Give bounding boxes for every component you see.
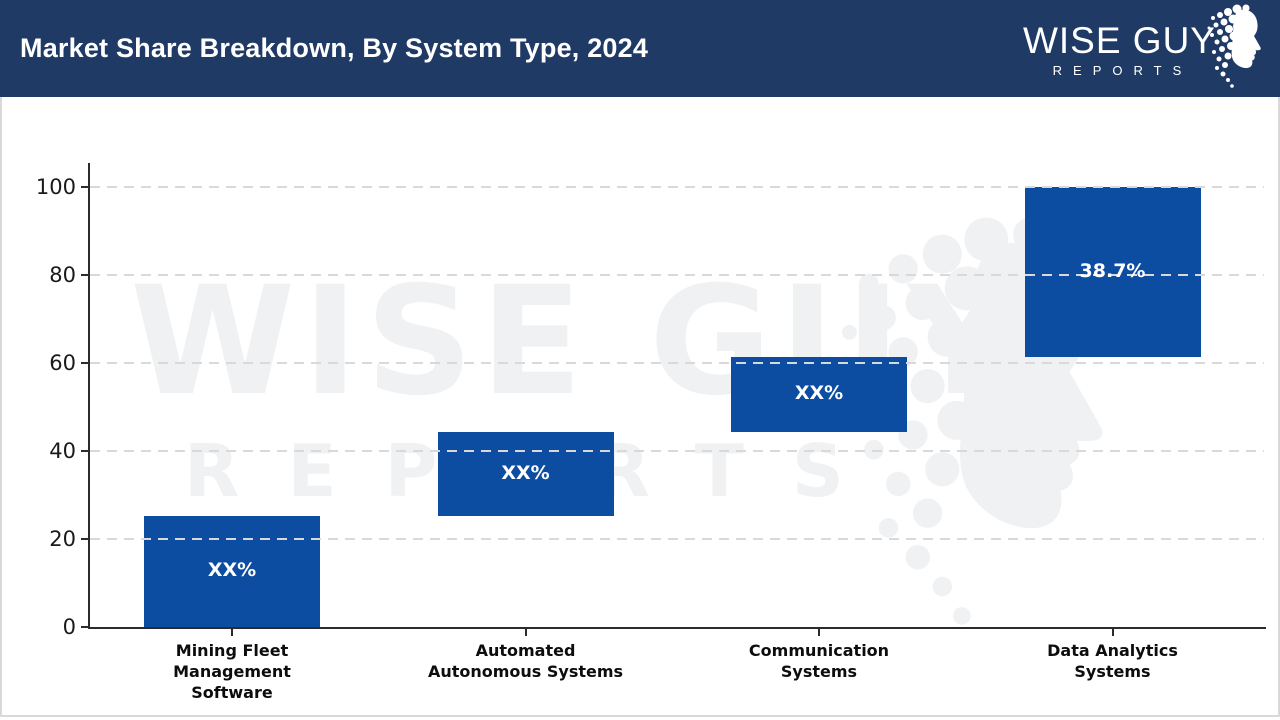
x-tick xyxy=(1111,629,1114,636)
bar-value-label: XX% xyxy=(207,559,257,582)
page-title: Market Share Breakdown, By System Type, … xyxy=(20,33,649,63)
y-gridline xyxy=(90,538,1264,540)
bar-segment xyxy=(731,357,907,432)
bar-segment xyxy=(1024,187,1201,358)
x-category-label: Data Analytics Systems xyxy=(1047,641,1178,681)
brand-logo: WISE GUY REPORTS xyxy=(1023,4,1268,94)
y-gridline xyxy=(90,274,1264,276)
chart-area: WISE GUY REPORTS XX%XX%XX%38.7%020406080… xyxy=(0,97,1280,717)
x-tick xyxy=(818,629,820,636)
brand-logo-text: WISE GUY REPORTS xyxy=(1022,19,1216,78)
x-category-label: Communication Systems xyxy=(748,641,890,681)
y-axis-spine xyxy=(88,163,90,629)
y-tick xyxy=(81,362,88,364)
y-tick-label: 60 xyxy=(49,351,76,375)
y-gridline xyxy=(90,362,1264,364)
header-bar: Market Share Breakdown, By System Type, … xyxy=(0,0,1280,97)
x-category-label: Mining Fleet Management Software xyxy=(173,641,291,702)
brand-subtitle: REPORTS xyxy=(1052,62,1193,78)
y-tick-label: 40 xyxy=(49,439,76,463)
x-tick xyxy=(231,629,233,636)
head-profile-dots-icon xyxy=(1207,4,1261,88)
bar-value-label: 38.7% xyxy=(1079,260,1146,283)
y-gridline xyxy=(90,186,1264,188)
y-tick xyxy=(81,538,88,540)
x-axis-baseline xyxy=(88,627,1266,629)
bar-segment xyxy=(437,431,614,516)
y-tick xyxy=(81,626,88,628)
y-tick-label: 80 xyxy=(49,263,76,287)
y-gridline xyxy=(90,450,1264,452)
y-tick xyxy=(81,450,88,452)
bar-segment xyxy=(144,515,320,627)
x-category-label: Automated Autonomous Systems xyxy=(427,641,624,681)
y-tick xyxy=(81,274,88,276)
y-tick-label: 20 xyxy=(49,527,76,551)
bar-value-label: XX% xyxy=(501,461,550,484)
brand-name: WISE GUY xyxy=(1022,19,1216,61)
bar-value-label: XX% xyxy=(794,382,844,405)
x-tick xyxy=(524,629,527,636)
y-tick-label: 0 xyxy=(62,615,76,639)
y-tick-label: 100 xyxy=(35,175,76,199)
y-tick xyxy=(81,186,88,188)
